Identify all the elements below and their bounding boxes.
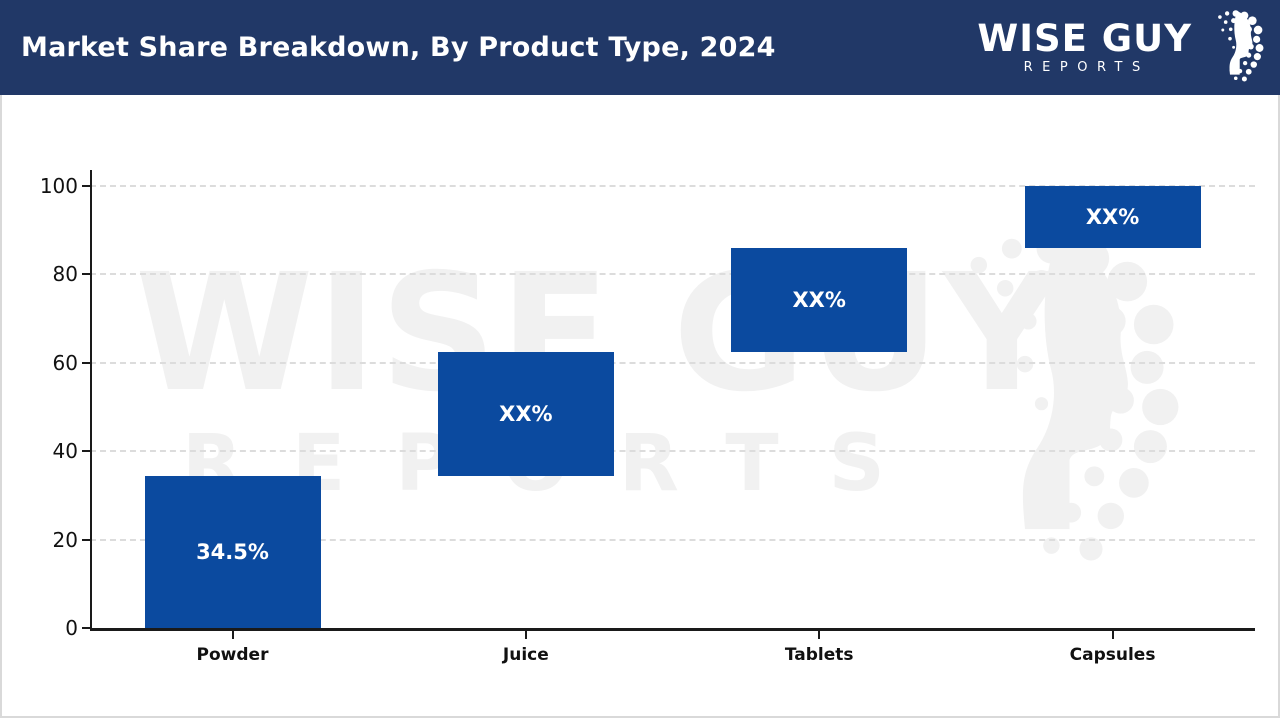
head-dot xyxy=(1221,28,1225,31)
head-dot xyxy=(1253,52,1261,60)
gridline-y-80 xyxy=(90,273,1255,276)
bar-value-label: XX% xyxy=(792,287,846,312)
head-dot xyxy=(1232,45,1236,49)
gridline-y-40 xyxy=(90,450,1255,453)
bar-value-label: 34.5% xyxy=(196,539,269,564)
head-dot xyxy=(1253,35,1261,43)
chart-canvas: WISE GUY REPORTS 34.5%XX%XX%XX%020406080… xyxy=(0,95,1280,718)
page-title: Market Share Breakdown, By Product Type,… xyxy=(21,32,776,63)
head-dot xyxy=(1228,26,1233,31)
head-dot xyxy=(1133,430,1167,464)
wise-guy-head-icon xyxy=(1218,9,1264,81)
head-dot xyxy=(1248,15,1257,25)
x-axis-tick-juice xyxy=(524,631,527,639)
gridline-y-20 xyxy=(90,538,1255,541)
wise-guy-logo: WISE GUY REPORTS xyxy=(977,8,1280,88)
head-dot xyxy=(1079,537,1103,561)
y-axis-tick-100 xyxy=(82,185,90,187)
x-axis-tick-tablets xyxy=(818,631,821,639)
logo-wordmark: WISE GUY REPORTS xyxy=(977,20,1192,75)
y-axis-tick-label-0: 0 xyxy=(65,616,78,640)
head-face-profile xyxy=(1022,238,1128,530)
head-dot xyxy=(1253,25,1263,34)
x-axis-category-label-juice: Juice xyxy=(502,645,549,665)
x-axis-category-label-tablets: Tablets xyxy=(784,645,854,665)
head-dot xyxy=(1142,388,1179,426)
head-dot xyxy=(1130,350,1164,384)
head-dot xyxy=(1228,36,1232,40)
y-axis-spine xyxy=(90,170,92,628)
y-axis-tick-60 xyxy=(82,361,90,364)
y-axis-tick-label-60: 60 xyxy=(52,350,78,375)
x-axis-category-label-capsules: Capsules xyxy=(1069,645,1156,665)
y-axis-tick-0 xyxy=(82,627,90,629)
y-axis-tick-label-20: 20 xyxy=(52,527,78,552)
watermark-head-icon xyxy=(970,233,1179,561)
head-dot xyxy=(1223,19,1228,24)
head-dot xyxy=(970,256,988,274)
head-dot xyxy=(1016,355,1034,373)
header-bar: Market Share Breakdown, By Product Type,… xyxy=(0,0,1280,95)
logo-wordmark-line2: REPORTS xyxy=(1023,60,1150,75)
y-axis-tick-label-40: 40 xyxy=(52,439,78,464)
logo-wordmark-line1: WISE GUY xyxy=(977,17,1192,60)
head-dot xyxy=(1250,60,1257,68)
head-dot xyxy=(1119,468,1149,498)
head-dot xyxy=(1255,43,1264,52)
head-dot xyxy=(1241,75,1247,81)
head-dot xyxy=(1245,68,1252,75)
head-dot xyxy=(1224,10,1230,16)
y-axis-tick-20 xyxy=(82,538,90,541)
bar-segment-tablets: XX% xyxy=(731,247,908,352)
y-axis-tick-label-100: 100 xyxy=(39,174,78,198)
bar-segment-capsules: XX% xyxy=(1024,186,1201,248)
head-dot xyxy=(1133,304,1174,345)
head-face-profile xyxy=(1229,10,1253,75)
head-dot xyxy=(996,279,1014,297)
head-dot xyxy=(1084,466,1105,487)
x-axis-spine xyxy=(90,628,1255,631)
head-dot xyxy=(1107,261,1148,302)
head-dot xyxy=(1043,537,1060,554)
head-dot xyxy=(1034,397,1049,411)
gridline-y-60 xyxy=(90,361,1255,364)
bar-value-label: XX% xyxy=(1085,204,1140,229)
head-dot xyxy=(1097,502,1124,530)
bar-value-label: XX% xyxy=(499,401,553,426)
head-dot xyxy=(1242,60,1248,65)
head-dot xyxy=(1233,75,1238,80)
gridline-y-100 xyxy=(90,185,1255,187)
head-dot xyxy=(1218,14,1222,19)
x-axis-tick-capsules xyxy=(1111,631,1114,639)
head-dot xyxy=(1020,312,1037,330)
x-axis-tick-powder xyxy=(231,631,234,639)
bar-segment-juice: XX% xyxy=(437,351,614,476)
x-axis-category-label-powder: Powder xyxy=(196,645,269,665)
head-dot xyxy=(1001,238,1022,259)
y-axis-tick-label-80: 80 xyxy=(52,262,78,287)
head-dot xyxy=(985,317,999,332)
y-axis-tick-40 xyxy=(82,450,90,453)
bar-segment-powder: 34.5% xyxy=(144,475,321,628)
y-axis-tick-80 xyxy=(82,273,90,276)
